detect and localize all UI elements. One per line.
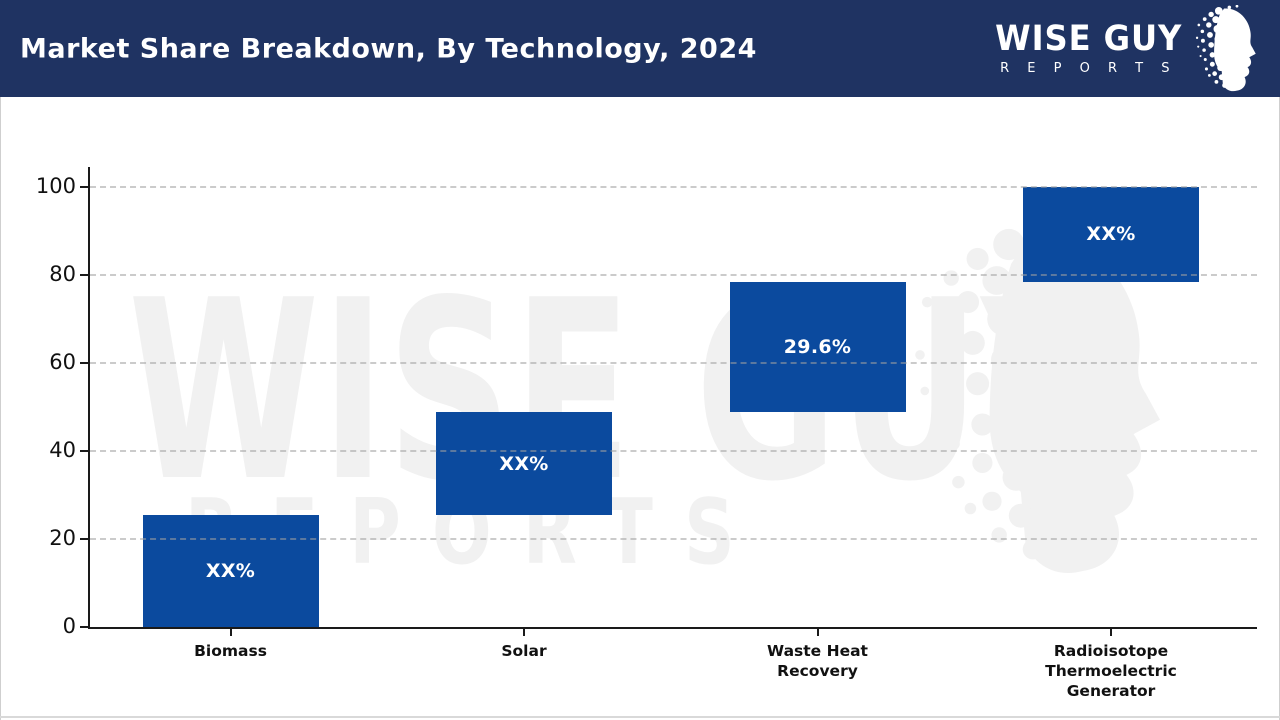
x-axis-category-label: Biomass (111, 641, 351, 661)
chart-title: Market Share Breakdown, By Technology, 2… (20, 33, 757, 64)
brand-logo: WISE GUY R E P O R T S (987, 4, 1268, 94)
header-banner: Market Share Breakdown, By Technology, 2… (0, 0, 1280, 97)
category-label-line: Radioisotope (1053, 642, 1169, 660)
brand-name: WISE GUY (994, 19, 1182, 59)
bar-solar: XX% (436, 411, 612, 516)
x-axis-tick (1110, 629, 1112, 636)
y-axis-line (88, 167, 90, 629)
brand-subname: R E P O R T S (1000, 61, 1177, 76)
watermark-wordmark: WISE GUY (128, 248, 1109, 536)
bar-biomass: XX% (142, 515, 319, 627)
y-axis-tick-label: 40 (49, 438, 76, 462)
x-axis-tick (229, 629, 232, 636)
y-axis-tick-label: 20 (49, 526, 76, 550)
category-label-line: Recovery (777, 662, 858, 680)
brand-head-icon (1195, 5, 1256, 92)
x-axis-line (88, 627, 1257, 629)
brand-wordmark: WISE GUY R E P O R T S (987, 19, 1190, 77)
x-axis-category-label: Waste Heat Recovery (698, 641, 938, 681)
y-axis-tick (80, 626, 88, 628)
y-gridline (90, 274, 1257, 276)
bar-value-label: XX% (205, 560, 256, 583)
y-axis-tick-label: 60 (49, 350, 76, 374)
bar-value-label: XX% (1086, 223, 1136, 246)
x-axis-category-label: Solar (404, 641, 644, 661)
bar-radioisotope-thermoelectric-generator: XX% (1023, 187, 1199, 282)
x-axis-tick (816, 629, 819, 636)
bar-value-label: XX% (499, 452, 549, 475)
bar-value-label: 29.6% (783, 335, 852, 358)
x-axis-category-label: Radioisotope Thermoelectric Generator (991, 641, 1231, 701)
bar-waste-heat-recovery: 29.6% (729, 281, 906, 412)
category-label-line: Biomass (194, 642, 267, 660)
category-label-line: Generator (1066, 682, 1156, 700)
y-axis-tick (80, 450, 88, 452)
x-axis-tick (523, 629, 525, 636)
y-axis-tick (80, 538, 88, 540)
y-gridline (90, 538, 1257, 540)
bottom-border (0, 716, 1280, 718)
y-axis-tick-label: 0 (62, 614, 76, 638)
y-axis-tick-label: 80 (49, 262, 76, 286)
category-label-line: Thermoelectric (1045, 662, 1177, 680)
category-label-line: Waste Heat (767, 642, 868, 660)
y-gridline (90, 186, 1257, 188)
y-gridline (90, 450, 1257, 452)
y-axis-tick (80, 274, 88, 276)
y-gridline (90, 362, 1257, 364)
y-axis-tick-label: 100 (35, 174, 76, 198)
category-label-line: Solar (501, 642, 547, 660)
y-axis-tick (80, 362, 88, 364)
y-axis-tick (80, 186, 88, 188)
